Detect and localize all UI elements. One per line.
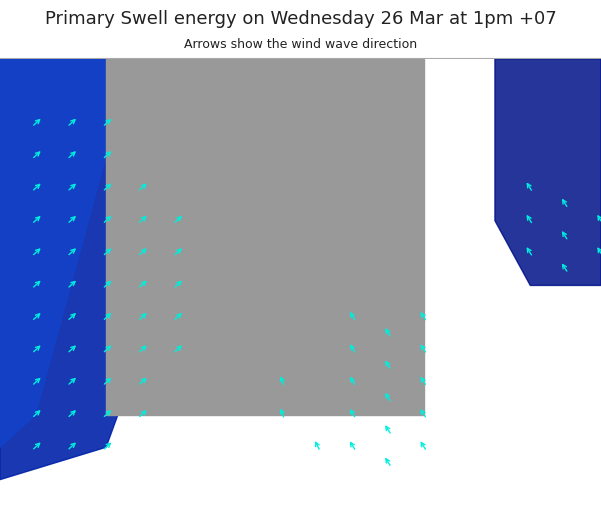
Polygon shape [495, 59, 601, 286]
Polygon shape [0, 59, 212, 480]
Polygon shape [106, 59, 424, 415]
Text: Primary Swell energy on Wednesday 26 Mar at 1pm +07: Primary Swell energy on Wednesday 26 Mar… [44, 10, 557, 28]
Polygon shape [0, 59, 106, 447]
Text: Arrows show the wind wave direction: Arrows show the wind wave direction [184, 38, 417, 51]
